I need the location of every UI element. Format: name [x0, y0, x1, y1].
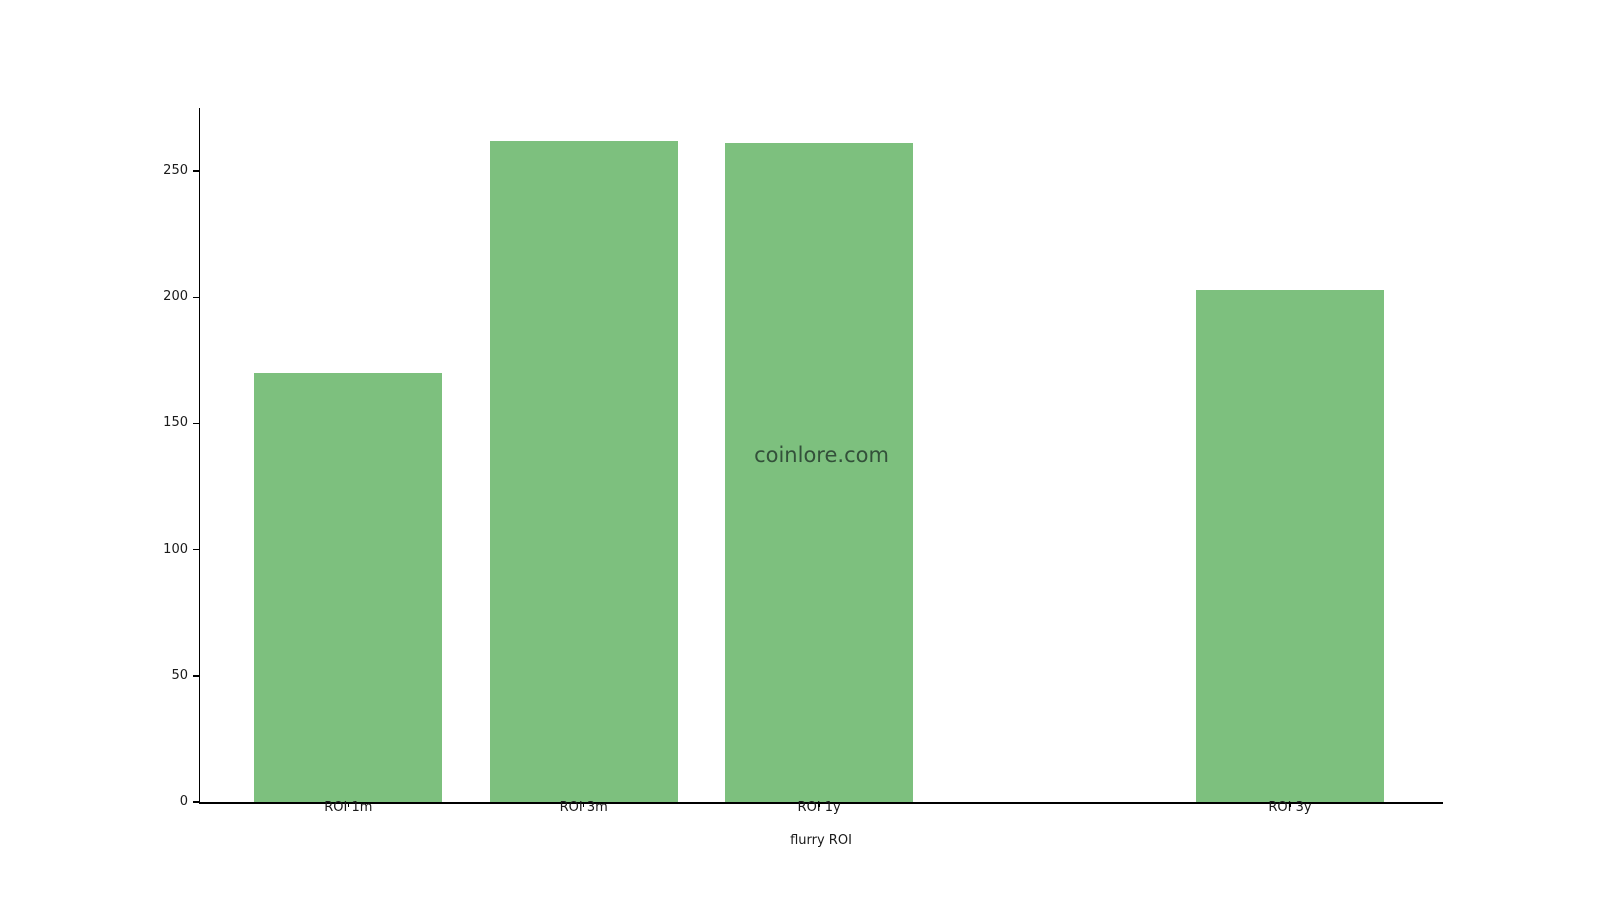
x-tick-mark	[347, 802, 350, 807]
x-tick-label: ROI 3m	[559, 800, 608, 815]
y-tick-label: 150	[163, 415, 188, 431]
x-tick-label: ROI 1m	[324, 800, 373, 815]
x-tick-label: ROI 1y	[797, 800, 841, 815]
y-tick-mark	[193, 170, 200, 172]
y-tick-label: 50	[171, 667, 188, 683]
y-tick-label: 0	[179, 794, 188, 809]
plot-area: coinlore.com	[198, 108, 1443, 804]
x-tick-mark	[582, 802, 585, 807]
x-tick-mark	[1289, 802, 1291, 807]
y-tick-mark	[193, 296, 200, 299]
bar-roi-1y	[724, 143, 914, 802]
y-tick-mark	[193, 675, 200, 677]
bar-roi-1m	[254, 372, 443, 802]
y-tick-mark	[193, 801, 200, 803]
x-tick-label: ROI 3y	[1268, 800, 1312, 815]
y-axis-line	[198, 108, 200, 802]
x-tick-mark	[818, 802, 820, 807]
y-tick-label: 200	[163, 289, 188, 305]
bar-roi-3m	[489, 140, 678, 802]
bar-roi-3y	[1195, 289, 1385, 802]
y-tick-mark	[193, 422, 200, 425]
watermark-text: coinlore.com	[754, 443, 889, 467]
y-tick-label: 250	[163, 163, 188, 179]
y-tick-mark	[193, 548, 200, 551]
x-axis-line	[198, 802, 1443, 804]
y-tick-label: 100	[163, 541, 188, 557]
x-axis-title: flurry ROI	[790, 833, 852, 848]
